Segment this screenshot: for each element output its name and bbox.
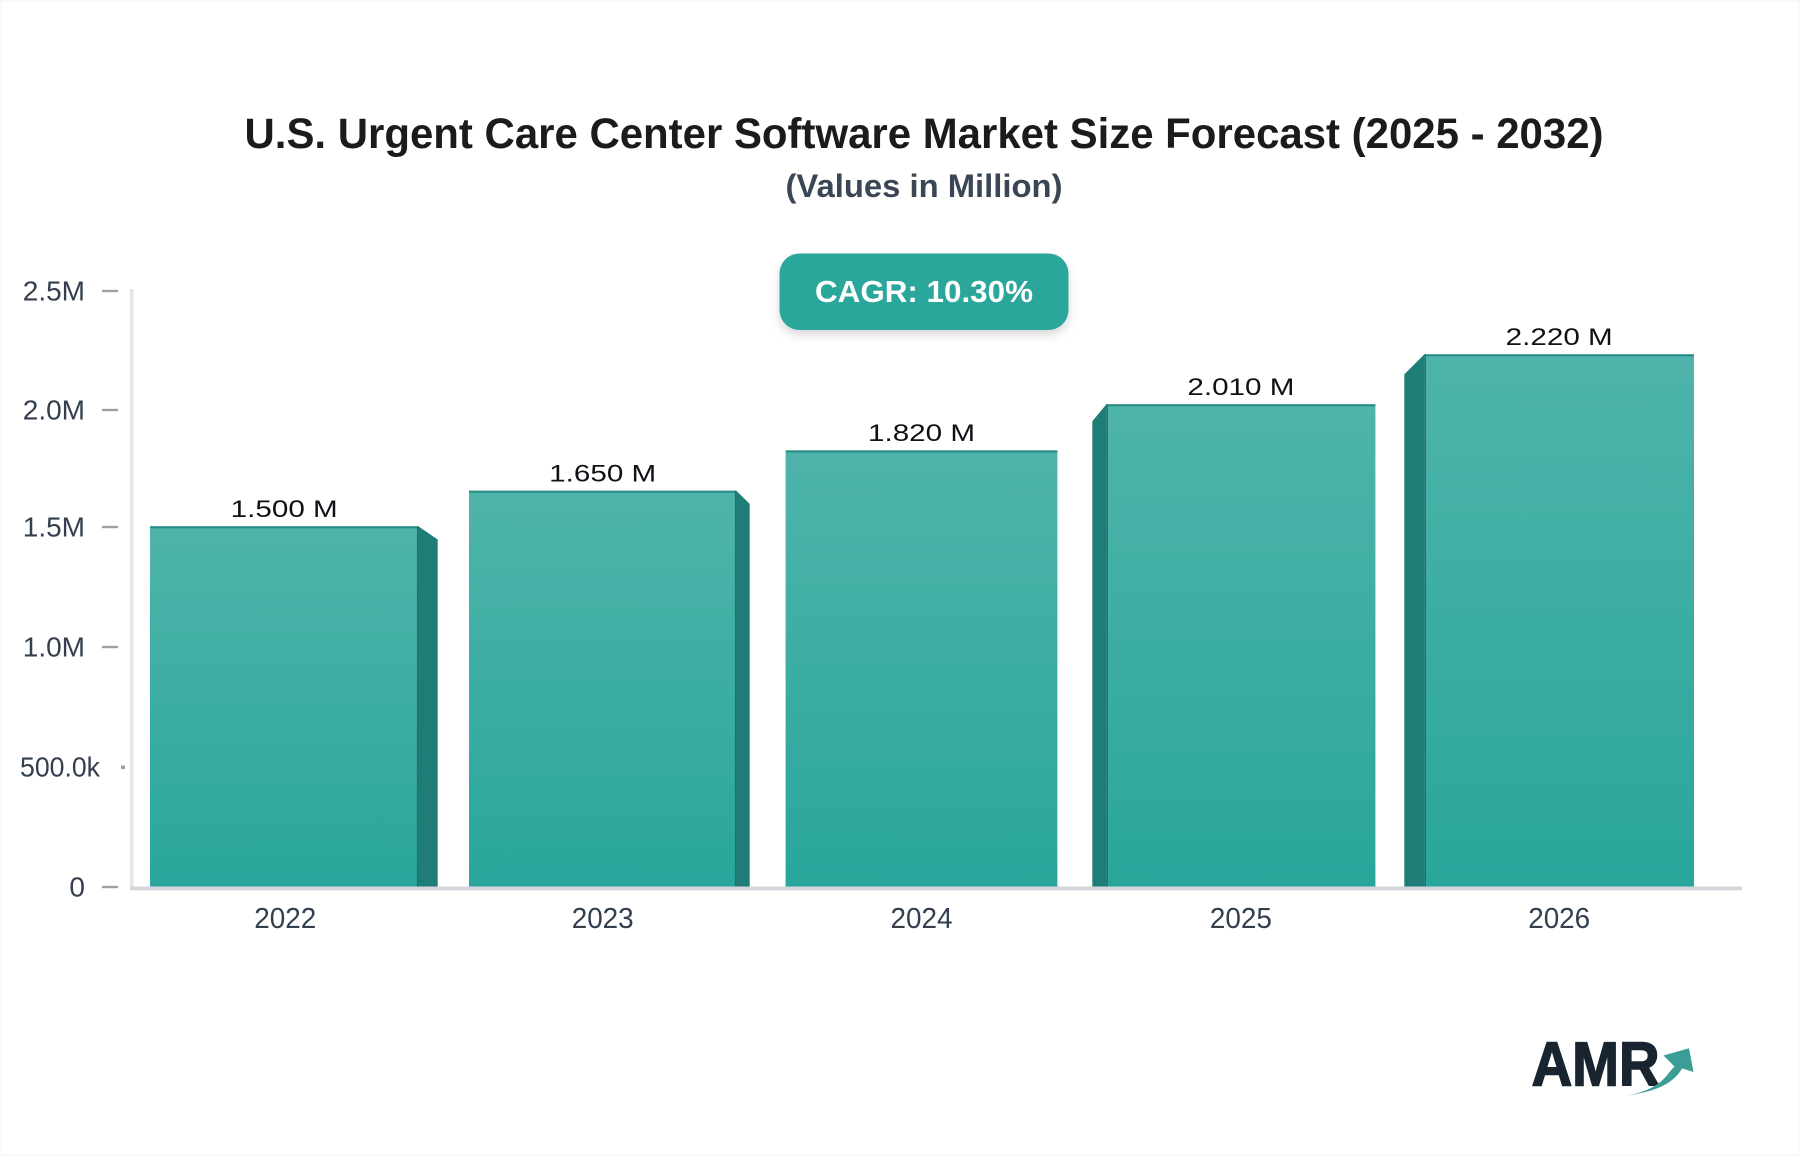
svg-text:U.S. Urgent Care Center Softwa: U.S. Urgent Care Center Software Market … (245, 110, 1604, 158)
svg-text:2023: 2023 (572, 903, 634, 935)
svg-text:1.650 M: 1.650 M (549, 460, 656, 487)
svg-text:2.220 M: 2.220 M (1506, 324, 1613, 351)
svg-text:500.0k: 500.0k (20, 752, 101, 783)
svg-text:2026: 2026 (1528, 903, 1590, 935)
svg-text:2022: 2022 (254, 903, 316, 935)
svg-text:1.5M: 1.5M (23, 512, 85, 543)
svg-text:1.0M: 1.0M (23, 632, 85, 663)
svg-text:2.010 M: 2.010 M (1187, 374, 1294, 401)
svg-text:2.5M: 2.5M (23, 276, 85, 307)
svg-text:0: 0 (69, 872, 85, 903)
svg-text:(Values in Million): (Values in Million) (786, 168, 1063, 204)
svg-text:1.820 M: 1.820 M (868, 420, 975, 447)
svg-text:2025: 2025 (1210, 903, 1272, 935)
svg-text:2024: 2024 (891, 903, 953, 935)
svg-text:2.0M: 2.0M (23, 395, 85, 426)
svg-text:AMR: AMR (1532, 1031, 1660, 1100)
svg-text:1.500 M: 1.500 M (231, 496, 338, 523)
svg-text:CAGR: 10.30%: CAGR: 10.30% (815, 274, 1033, 309)
